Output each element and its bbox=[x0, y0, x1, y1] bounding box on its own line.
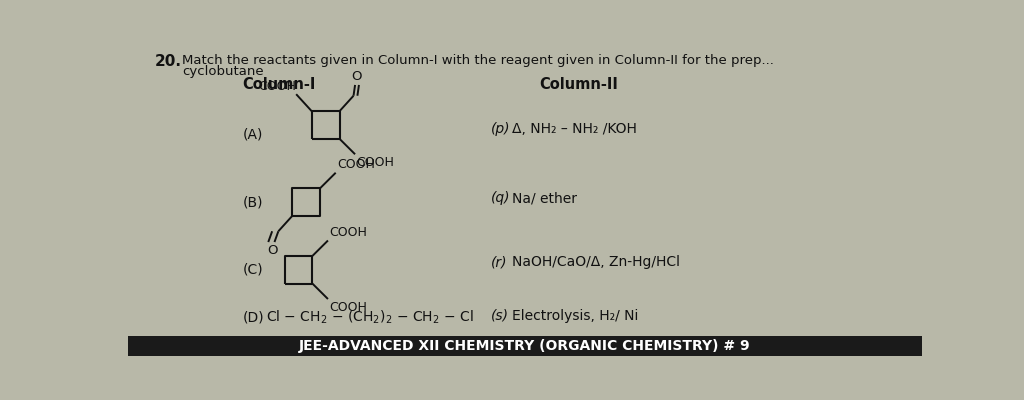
Text: COOH: COOH bbox=[356, 156, 394, 169]
Text: COOH: COOH bbox=[330, 226, 368, 239]
Text: Cl $-$ CH$_2$ $-$ (CH$_2$)$_2$ $-$ CH$_2$ $-$ Cl: Cl $-$ CH$_2$ $-$ (CH$_2$)$_2$ $-$ CH$_2… bbox=[266, 309, 473, 326]
Text: COOH: COOH bbox=[258, 80, 296, 93]
Text: COOH: COOH bbox=[330, 300, 368, 314]
Text: (D): (D) bbox=[243, 310, 264, 324]
Text: O: O bbox=[351, 70, 361, 84]
Text: cyclobutane: cyclobutane bbox=[182, 65, 264, 78]
Text: (q): (q) bbox=[490, 191, 510, 205]
Text: (C): (C) bbox=[243, 263, 263, 277]
Text: (s): (s) bbox=[490, 309, 509, 323]
Text: NaOH/CaO/Δ, Zn-Hg/HCl: NaOH/CaO/Δ, Zn-Hg/HCl bbox=[512, 255, 680, 269]
Text: Match the reactants given in Column-I with the reagent given in Column-II for th: Match the reactants given in Column-I wi… bbox=[182, 54, 774, 67]
Text: (r): (r) bbox=[490, 255, 507, 269]
Text: (p): (p) bbox=[490, 122, 510, 136]
Text: (A): (A) bbox=[243, 127, 263, 141]
Text: (B): (B) bbox=[243, 195, 263, 209]
Text: Column-I: Column-I bbox=[243, 77, 316, 92]
Text: Δ, NH₂ – NH₂ /KOH: Δ, NH₂ – NH₂ /KOH bbox=[512, 122, 637, 136]
Text: COOH: COOH bbox=[337, 158, 375, 171]
Text: O: O bbox=[267, 244, 278, 256]
Text: Na/ ether: Na/ ether bbox=[512, 191, 577, 205]
Text: Electrolysis, H₂/ Ni: Electrolysis, H₂/ Ni bbox=[512, 309, 638, 323]
Bar bbox=[128, 336, 922, 356]
Text: JEE-ADVANCED XII CHEMISTRY (ORGANIC CHEMISTRY) # 9: JEE-ADVANCED XII CHEMISTRY (ORGANIC CHEM… bbox=[299, 339, 751, 353]
Text: 20.: 20. bbox=[155, 54, 182, 69]
Text: Column-II: Column-II bbox=[539, 77, 617, 92]
